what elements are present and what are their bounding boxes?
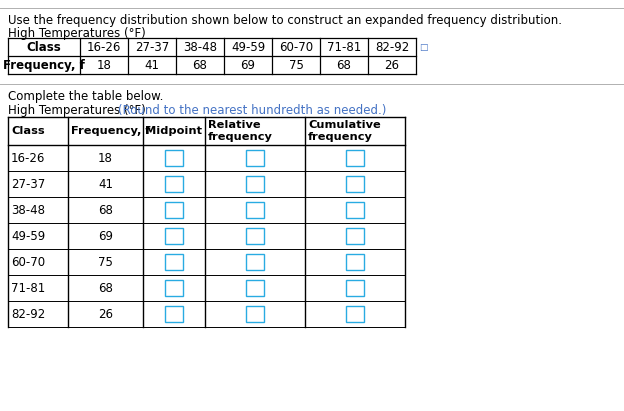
Text: 60-70: 60-70 <box>11 256 45 268</box>
Bar <box>246 254 264 270</box>
Text: Frequency, f: Frequency, f <box>3 58 85 72</box>
Text: 49-59: 49-59 <box>231 41 265 53</box>
Bar <box>165 202 183 218</box>
Text: 69: 69 <box>98 229 113 242</box>
Bar <box>246 280 264 296</box>
Text: 16-26: 16-26 <box>11 152 46 164</box>
Text: 27-37: 27-37 <box>11 178 46 191</box>
Bar <box>165 280 183 296</box>
Text: 16-26: 16-26 <box>87 41 121 53</box>
Bar <box>165 150 183 166</box>
Text: Cumulative
frequency: Cumulative frequency <box>308 120 381 142</box>
Text: 82-92: 82-92 <box>375 41 409 53</box>
Bar <box>346 202 364 218</box>
Text: Relative
frequency: Relative frequency <box>208 120 273 142</box>
Bar <box>246 306 264 322</box>
Bar <box>246 150 264 166</box>
Text: 75: 75 <box>288 58 303 72</box>
Text: 27-37: 27-37 <box>135 41 169 53</box>
Bar <box>346 280 364 296</box>
Text: Complete the table below.: Complete the table below. <box>8 90 163 103</box>
Bar <box>346 228 364 244</box>
Text: 68: 68 <box>98 203 113 217</box>
Text: 41: 41 <box>145 58 160 72</box>
Text: 38-48: 38-48 <box>11 203 45 217</box>
Text: 38-48: 38-48 <box>183 41 217 53</box>
Text: 60-70: 60-70 <box>279 41 313 53</box>
Text: 82-92: 82-92 <box>11 307 46 321</box>
Text: 26: 26 <box>384 58 399 72</box>
Text: 68: 68 <box>193 58 207 72</box>
Text: Use the frequency distribution shown below to construct an expanded frequency di: Use the frequency distribution shown bel… <box>8 14 562 27</box>
Bar <box>346 306 364 322</box>
Text: □: □ <box>419 42 427 51</box>
Text: 75: 75 <box>98 256 113 268</box>
Text: 68: 68 <box>98 282 113 295</box>
Text: Class: Class <box>27 41 61 53</box>
Bar <box>165 228 183 244</box>
Text: High Temperatures (°F): High Temperatures (°F) <box>8 104 146 117</box>
Text: Class: Class <box>11 126 45 136</box>
Text: 49-59: 49-59 <box>11 229 46 242</box>
Text: 71-81: 71-81 <box>11 282 46 295</box>
Bar <box>346 150 364 166</box>
Text: Midpoint: Midpoint <box>145 126 203 136</box>
Bar <box>246 228 264 244</box>
Text: 41: 41 <box>98 178 113 191</box>
Bar <box>246 202 264 218</box>
Bar <box>165 254 183 270</box>
Text: 71-81: 71-81 <box>327 41 361 53</box>
Text: (Round to the nearest hundredth as needed.): (Round to the nearest hundredth as neede… <box>118 104 386 117</box>
Text: High Temperatures (°F): High Temperatures (°F) <box>8 27 146 40</box>
Text: 26: 26 <box>98 307 113 321</box>
Text: Frequency, f: Frequency, f <box>71 126 150 136</box>
Bar <box>346 254 364 270</box>
Bar <box>246 176 264 192</box>
Bar <box>165 176 183 192</box>
Bar <box>165 306 183 322</box>
Text: 18: 18 <box>97 58 112 72</box>
Text: 18: 18 <box>98 152 113 164</box>
Text: 68: 68 <box>336 58 351 72</box>
Text: 69: 69 <box>240 58 255 72</box>
Bar <box>346 176 364 192</box>
